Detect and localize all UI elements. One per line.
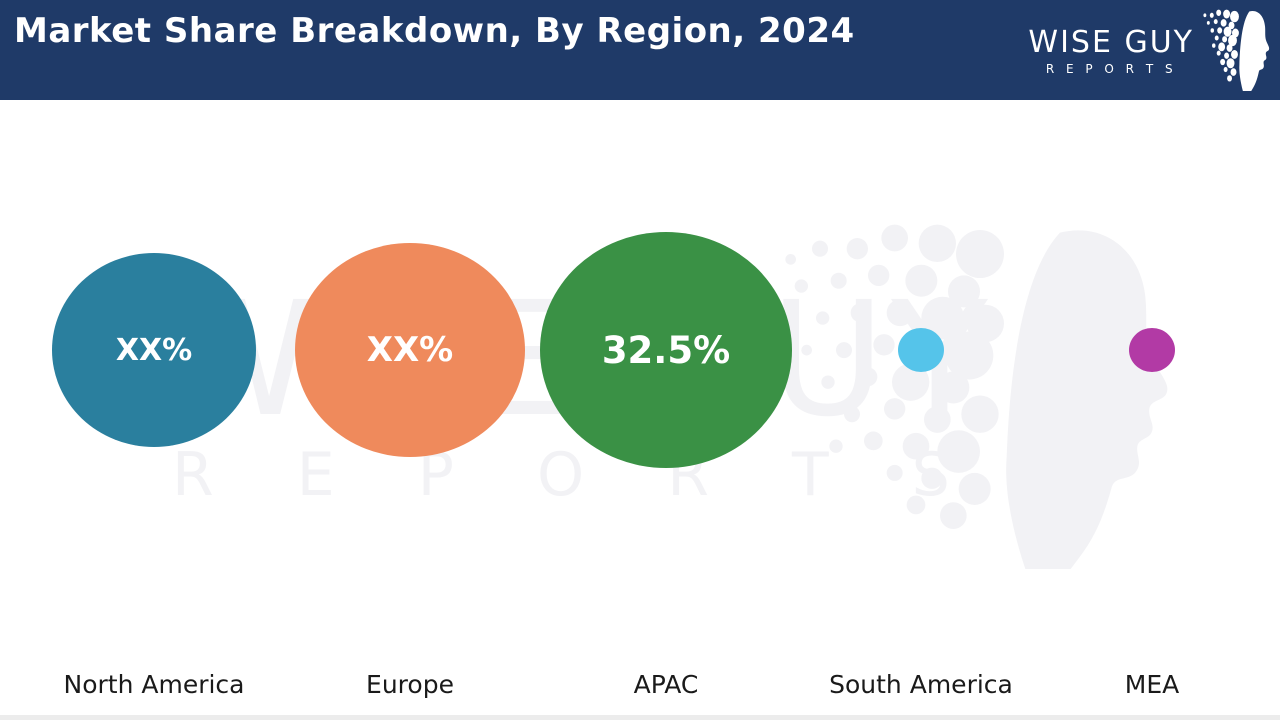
bubble-value-label: XX%	[115, 332, 193, 368]
bubble-mea	[1129, 328, 1175, 372]
bubble-north-america: XX%	[52, 253, 256, 447]
brand-logo: WISE GUY R E P O R T S	[1028, 0, 1270, 100]
bubble-europe: XX%	[295, 243, 525, 457]
bubble-apac: 32.5%	[540, 232, 792, 468]
wiseguy-head-icon	[1203, 9, 1270, 91]
bottom-edge-strip	[0, 715, 1280, 720]
brand-text: WISE GUY R E P O R T S	[1028, 25, 1194, 76]
page-title: Market Share Breakdown, By Region, 2024	[14, 11, 855, 51]
category-label-mea: MEA	[1124, 670, 1180, 699]
category-label-europe: Europe	[366, 670, 454, 699]
bubble-south-america	[898, 328, 944, 372]
category-label-north-america: North America	[63, 670, 245, 699]
bubble-value-label: XX%	[366, 330, 454, 370]
category-label-apac: APAC	[633, 670, 699, 699]
category-label-south-america: South America	[829, 670, 1013, 699]
bubble-value-label: 32.5%	[601, 328, 731, 372]
header-bar: Market Share Breakdown, By Region, 2024 …	[0, 0, 1280, 100]
brand-subtitle: R E P O R T S	[1045, 61, 1177, 76]
brand-name: WISE GUY	[1028, 24, 1194, 60]
